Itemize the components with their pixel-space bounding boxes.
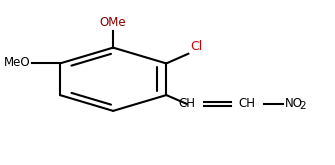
Text: NO: NO bbox=[284, 97, 303, 110]
Text: OMe: OMe bbox=[100, 16, 126, 29]
Text: Cl: Cl bbox=[190, 40, 202, 53]
Text: CH: CH bbox=[238, 98, 255, 110]
Text: MeO: MeO bbox=[3, 56, 30, 69]
Text: CH: CH bbox=[178, 98, 195, 110]
Text: 2: 2 bbox=[299, 100, 306, 111]
